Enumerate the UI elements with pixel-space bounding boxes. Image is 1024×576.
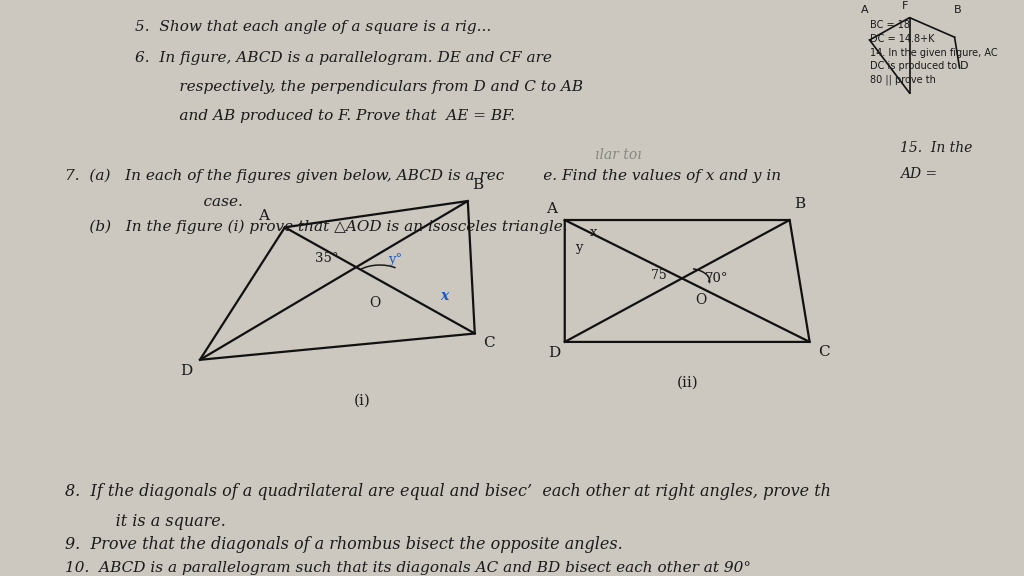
Text: respectively, the perpendiculars from D and C to AB: respectively, the perpendiculars from D … <box>155 80 583 94</box>
Text: y°: y° <box>388 253 402 267</box>
Text: (ii): (ii) <box>676 376 698 389</box>
Text: D: D <box>179 364 191 378</box>
Text: it is a square.: it is a square. <box>90 513 226 530</box>
Text: BC = 18: BC = 18 <box>869 20 909 31</box>
Text: F: F <box>901 1 907 11</box>
Text: AD =: AD = <box>900 168 937 181</box>
Text: 15.  In the: 15. In the <box>900 141 972 154</box>
Text: B: B <box>473 178 483 192</box>
Text: O: O <box>370 296 381 310</box>
Text: x: x <box>440 289 449 302</box>
Text: 9.  Prove that the diagonals of a rhombus bisect the opposite angles.: 9. Prove that the diagonals of a rhombus… <box>65 536 623 554</box>
Text: A: A <box>258 209 269 223</box>
Text: C: C <box>482 336 495 350</box>
Text: D: D <box>548 346 560 361</box>
Text: (b)   In the figure (i) prove that △AOD is an isosceles triangle.: (b) In the figure (i) prove that △AOD is… <box>65 220 567 234</box>
Text: C: C <box>817 344 829 359</box>
Text: (i): (i) <box>354 393 371 407</box>
Text: B: B <box>795 197 806 211</box>
Text: x: x <box>590 226 597 238</box>
Text: ılar toı: ılar toı <box>595 147 641 162</box>
Text: 35°: 35° <box>314 252 338 266</box>
Text: B: B <box>953 5 962 15</box>
Text: 8.  If the diagonals of a quadrilateral are equal and bisec’  each other at righ: 8. If the diagonals of a quadrilateral a… <box>65 483 830 500</box>
Text: 7.  (a)   In each of the figures given below, ABCD is a rec        е. Find the v: 7. (a) In each of the figures given belo… <box>65 169 781 183</box>
Text: 80 || prove th: 80 || prove th <box>869 75 936 85</box>
Text: case.: case. <box>145 195 243 209</box>
Text: DC is produced to: DC is produced to <box>869 61 956 71</box>
Text: 5.  Show that each angle of a squarе is a rig...: 5. Show that each angle of a squarе is a… <box>135 20 492 35</box>
Text: A: A <box>546 202 557 215</box>
Text: 6.  In figure, ABCD is a parallelogram. DE and CF are: 6. In figure, ABCD is a parallelogram. D… <box>135 51 552 65</box>
Text: 70°: 70° <box>706 272 729 285</box>
Text: and AB produced to F. Prove that  AE = BF.: and AB produced to F. Prove that AE = BF… <box>155 109 515 123</box>
Text: 14. In the given figure, AC: 14. In the given figure, AC <box>869 48 997 58</box>
Text: A: A <box>861 5 868 15</box>
Text: 75: 75 <box>651 269 668 282</box>
Text: DC = 14.8+K: DC = 14.8+K <box>869 35 934 44</box>
Text: D: D <box>961 60 969 71</box>
Text: 10.  ABCD is a parallelogram such that its diagonals AC and BD bisect each other: 10. ABCD is a parallelogram such that it… <box>65 561 751 575</box>
Text: O: O <box>695 293 707 307</box>
Text: y: y <box>574 241 583 254</box>
